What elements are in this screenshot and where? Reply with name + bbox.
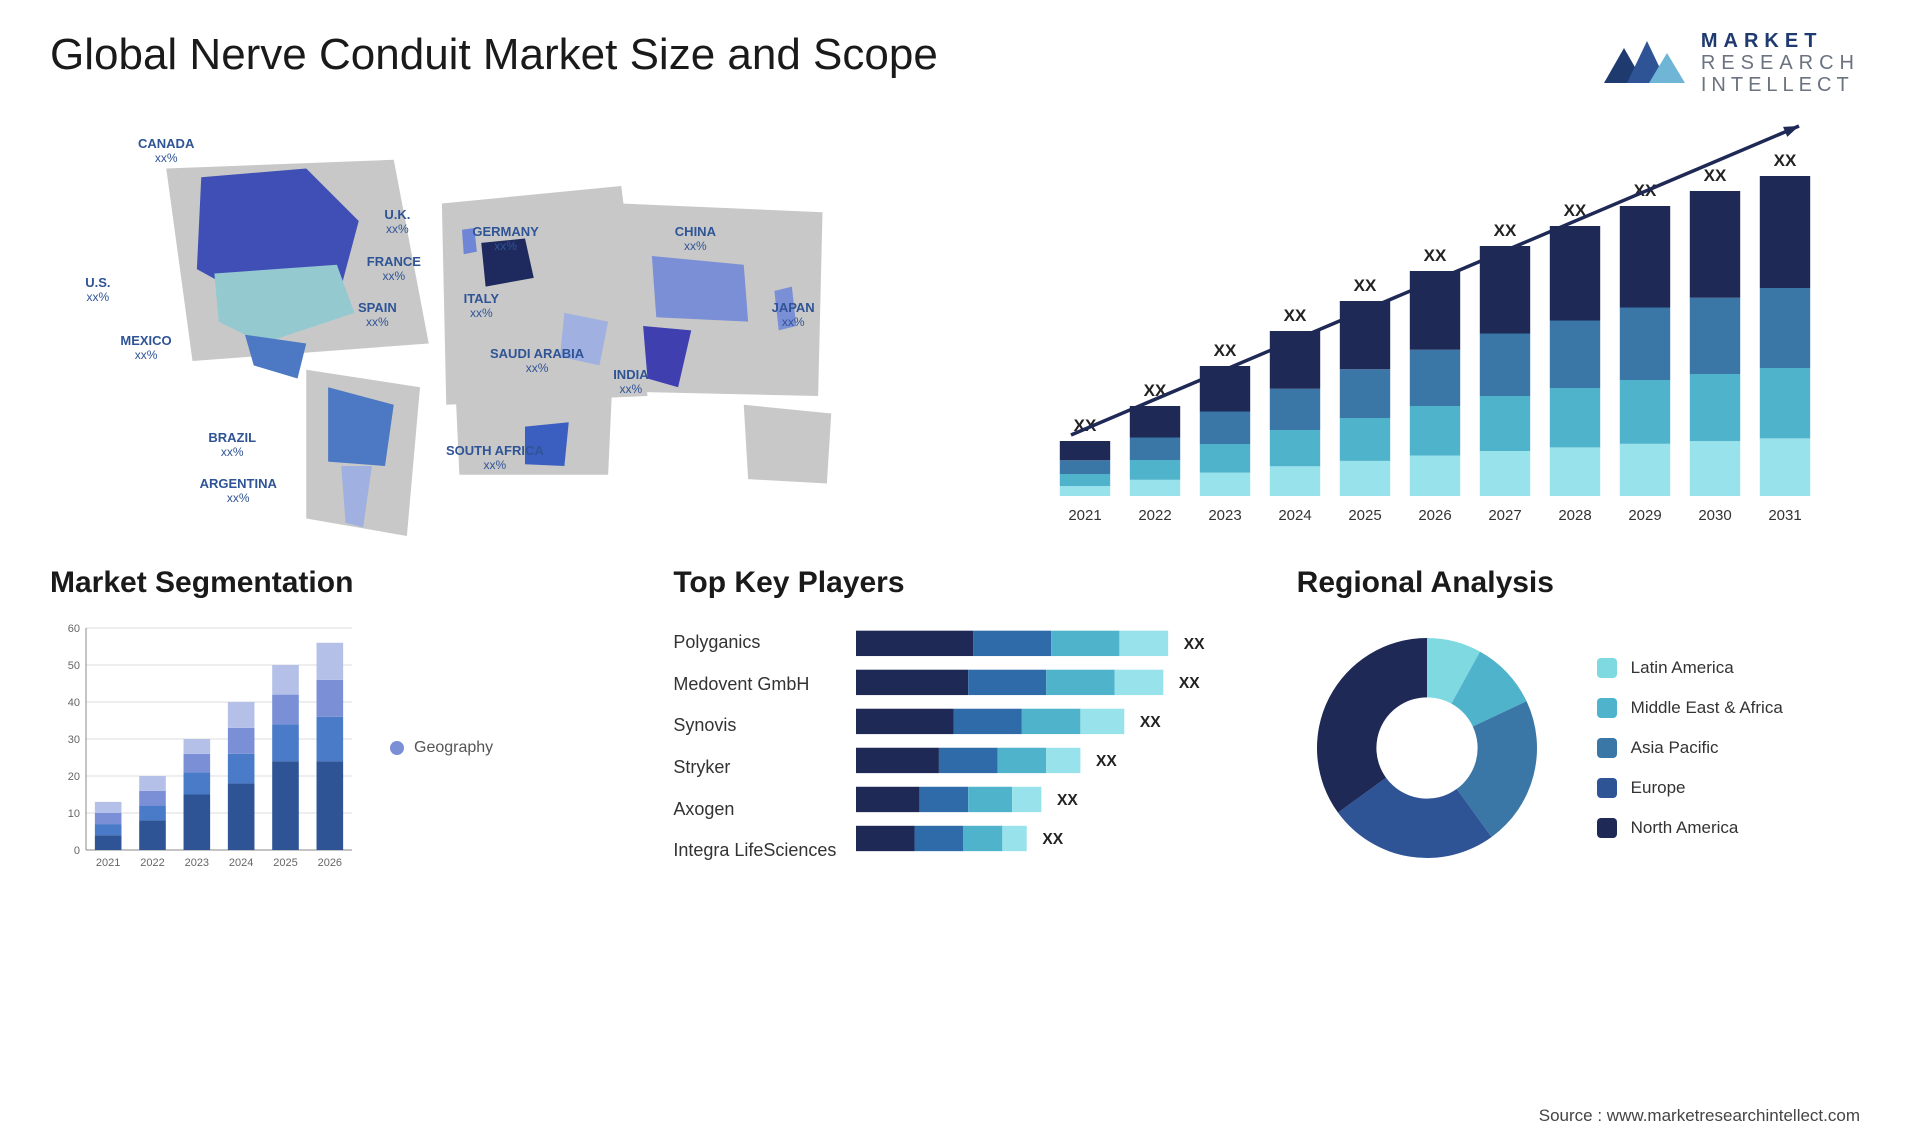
svg-text:2021: 2021: [1068, 507, 1101, 524]
svg-text:XX: XX: [1284, 306, 1307, 325]
segmentation-title: Market Segmentation: [50, 566, 623, 600]
svg-text:2026: 2026: [1418, 507, 1451, 524]
svg-text:2028: 2028: [1558, 507, 1591, 524]
svg-text:2022: 2022: [140, 857, 164, 869]
svg-text:XX: XX: [1057, 792, 1078, 809]
segmentation-legend: Geography: [390, 739, 493, 757]
legend-item: Europe: [1597, 778, 1783, 798]
map-label: BRAZILxx%: [208, 431, 256, 460]
svg-text:2025: 2025: [273, 857, 297, 869]
regional-legend: Latin America Middle East & Africa Asia Pa…: [1597, 658, 1783, 838]
svg-text:2025: 2025: [1348, 507, 1381, 524]
legend-item: Asia Pacific: [1597, 738, 1783, 758]
legend-swatch: [390, 741, 404, 755]
player-name: Integra LifeSciences: [673, 831, 836, 871]
svg-text:2027: 2027: [1488, 507, 1521, 524]
svg-text:2021: 2021: [96, 857, 120, 869]
svg-text:60: 60: [68, 623, 80, 635]
brand-logo: MARKET RESEARCH INTELLECT: [1599, 30, 1860, 96]
legend-item: Middle East & Africa: [1597, 698, 1783, 718]
svg-text:XX: XX: [1214, 341, 1237, 360]
svg-text:XX: XX: [1179, 675, 1200, 692]
legend-swatch: [1597, 778, 1617, 798]
svg-text:XX: XX: [1774, 151, 1797, 170]
svg-text:50: 50: [68, 660, 80, 672]
legend-swatch: [1597, 818, 1617, 838]
svg-text:2030: 2030: [1698, 507, 1731, 524]
regional-donut: [1297, 618, 1557, 878]
players-panel: Top Key Players PolyganicsMedovent GmbHS…: [673, 566, 1246, 878]
svg-text:2029: 2029: [1628, 507, 1661, 524]
svg-text:2024: 2024: [1278, 507, 1311, 524]
page-title: Global Nerve Conduit Market Size and Sco…: [50, 30, 938, 80]
logo-icon: [1599, 33, 1689, 93]
svg-text:0: 0: [74, 845, 80, 857]
legend-item: Latin America: [1597, 658, 1783, 678]
map-label: GERMANYxx%: [472, 225, 538, 254]
svg-text:XX: XX: [1184, 636, 1205, 653]
map-label: ITALYxx%: [464, 292, 499, 321]
svg-text:2026: 2026: [318, 857, 342, 869]
svg-text:40: 40: [68, 697, 80, 709]
legend-swatch: [1597, 658, 1617, 678]
map-label: FRANCExx%: [367, 255, 421, 284]
segmentation-panel: Market Segmentation 0 10 20 30 40 50 60 2021 202…: [50, 566, 623, 878]
players-title: Top Key Players: [673, 566, 1246, 600]
map-label: MEXICOxx%: [120, 334, 171, 363]
regional-title: Regional Analysis: [1297, 566, 1870, 600]
legend-label: Europe: [1631, 778, 1686, 798]
map-label: ARGENTINAxx%: [200, 477, 277, 506]
svg-text:20: 20: [68, 771, 80, 783]
map-label: CHINAxx%: [675, 225, 716, 254]
player-name: Stryker: [673, 748, 836, 788]
logo-text: MARKET RESEARCH INTELLECT: [1701, 30, 1860, 96]
svg-text:XX: XX: [1354, 276, 1377, 295]
map-label: JAPANxx%: [772, 301, 815, 330]
map-label: CANADAxx%: [138, 137, 194, 166]
svg-text:XX: XX: [1043, 831, 1064, 848]
svg-text:XX: XX: [1424, 246, 1447, 265]
legend-label: Latin America: [1631, 658, 1734, 678]
players-labels: PolyganicsMedovent GmbHSynovisStrykerAxo…: [673, 618, 836, 872]
map-label: SAUDI ARABIAxx%: [490, 347, 584, 376]
player-name: Medovent GmbH: [673, 664, 836, 704]
legend-swatch: [1597, 698, 1617, 718]
regional-panel: Regional Analysis Latin America Middle Ea…: [1297, 566, 1870, 878]
svg-text:2023: 2023: [1208, 507, 1241, 524]
svg-text:XX: XX: [1140, 714, 1161, 731]
legend-item: North America: [1597, 818, 1783, 838]
players-chart: XX XX XX XX XX XX: [856, 618, 1246, 872]
map-label: SPAINxx%: [358, 301, 397, 330]
svg-text:10: 10: [68, 808, 80, 820]
svg-text:2031: 2031: [1768, 507, 1801, 524]
legend-swatch: [1597, 738, 1617, 758]
source-text: Source : www.marketresearchintellect.com: [1539, 1106, 1860, 1126]
svg-text:2022: 2022: [1138, 507, 1171, 524]
map-label: INDIAxx%: [613, 368, 648, 397]
player-name: Polyganics: [673, 623, 836, 663]
svg-text:2024: 2024: [229, 857, 253, 869]
legend-label: Geography: [414, 739, 493, 757]
legend-label: Asia Pacific: [1631, 738, 1719, 758]
world-map: CANADAxx% U.S.xx% MEXICOxx% BRAZILxx% ARGENT…: [50, 116, 930, 536]
svg-text:XX: XX: [1096, 753, 1117, 770]
svg-text:XX: XX: [1704, 166, 1727, 185]
map-label: SOUTH AFRICAxx%: [446, 444, 544, 473]
svg-text:2023: 2023: [185, 857, 209, 869]
svg-text:30: 30: [68, 734, 80, 746]
map-label: U.S.xx%: [85, 276, 110, 305]
player-name: Synovis: [673, 706, 836, 746]
player-name: Axogen: [673, 789, 836, 829]
svg-text:XX: XX: [1494, 221, 1517, 240]
legend-label: Middle East & Africa: [1631, 698, 1783, 718]
legend-label: North America: [1631, 818, 1739, 838]
map-label: U.K.xx%: [384, 208, 410, 237]
segmentation-chart: 0 10 20 30 40 50 60 2021 2022 2023 2024 2025 2026: [50, 618, 360, 878]
growth-chart: XX 2021 XX 2022 XX 2023 XX 2024 XX 2025 XX 2026 XX 20…: [990, 116, 1870, 536]
